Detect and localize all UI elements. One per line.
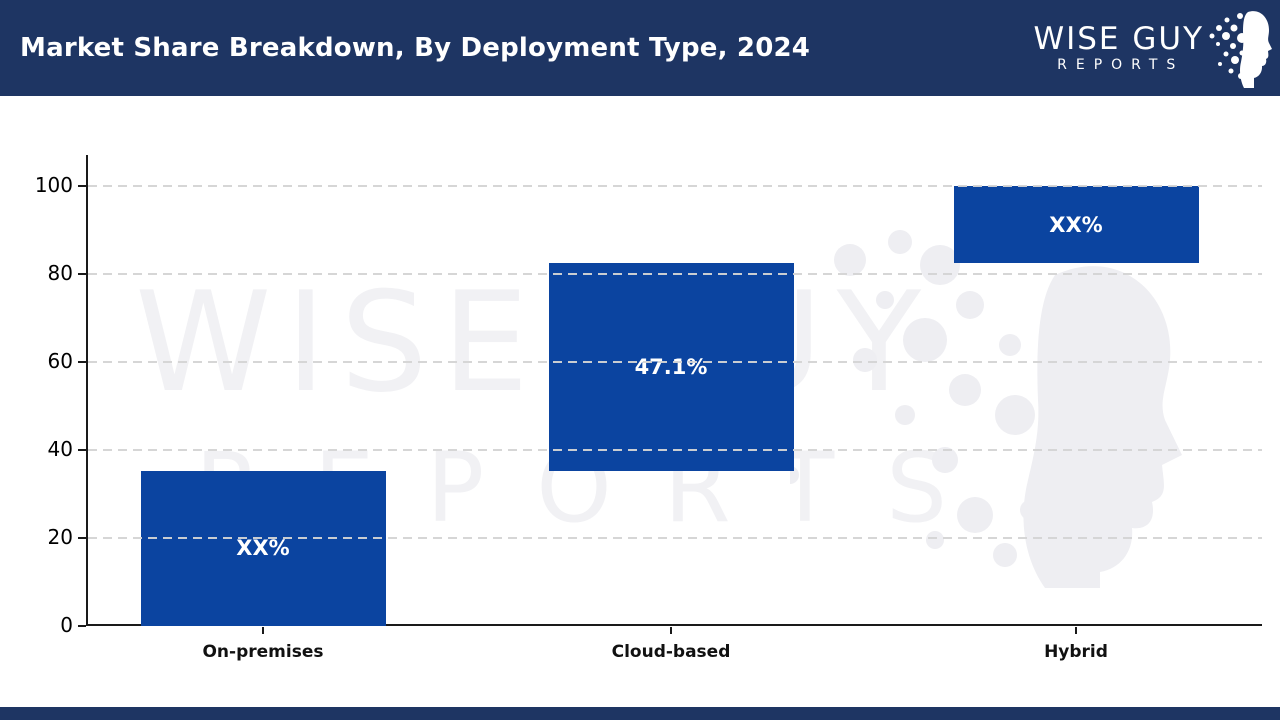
- y-tick-label: 0: [60, 613, 73, 637]
- header-band: Market Share Breakdown, By Deployment Ty…: [0, 0, 1280, 96]
- y-tick-mark: [78, 537, 86, 539]
- y-tick-mark: [78, 625, 86, 627]
- bar-value-label: 47.1%: [634, 355, 708, 380]
- bar-hybrid: XX%: [953, 186, 1199, 264]
- x-category-label: Hybrid: [1044, 642, 1108, 662]
- y-tick-label: 20: [47, 525, 73, 549]
- y-tick-label: 60: [47, 349, 73, 373]
- wise-guy-logo: WISE GUY REPORTS: [1033, 6, 1280, 90]
- y-tick-mark: [78, 449, 86, 451]
- y-tick-mark: [78, 361, 86, 363]
- y-tick-label: 100: [34, 173, 73, 197]
- x-tick-mark: [1075, 627, 1077, 634]
- bar-cloud-based: 47.1%: [548, 263, 794, 471]
- y-tick-mark: [78, 185, 86, 187]
- footer-bar: [0, 707, 1280, 720]
- chart-plot-area: 0 20 40 60 80 100 XX% On-premises 47.1% Cloud-bas…: [0, 96, 1280, 707]
- axis-spines: [86, 155, 1262, 626]
- logo-wordmark: WISE GUY: [1033, 20, 1204, 57]
- y-tick-label: 40: [47, 437, 73, 461]
- bar-value-label: XX%: [236, 536, 290, 561]
- x-tick-mark: [262, 627, 264, 634]
- logo-text: WISE GUY REPORTS: [1033, 23, 1204, 74]
- logo-subtitle: REPORTS: [1057, 57, 1185, 74]
- y-tick-label: 80: [47, 261, 73, 285]
- page-title: Market Share Breakdown, By Deployment Ty…: [20, 33, 811, 63]
- x-category-label: Cloud-based: [611, 642, 731, 662]
- x-tick-mark: [670, 627, 672, 634]
- bar-on-premises: XX%: [140, 470, 386, 626]
- x-category-label: On-premises: [202, 642, 324, 662]
- bar-value-label: XX%: [1049, 212, 1103, 237]
- wise-guy-head-icon: [1209, 11, 1272, 88]
- y-tick-mark: [78, 273, 86, 275]
